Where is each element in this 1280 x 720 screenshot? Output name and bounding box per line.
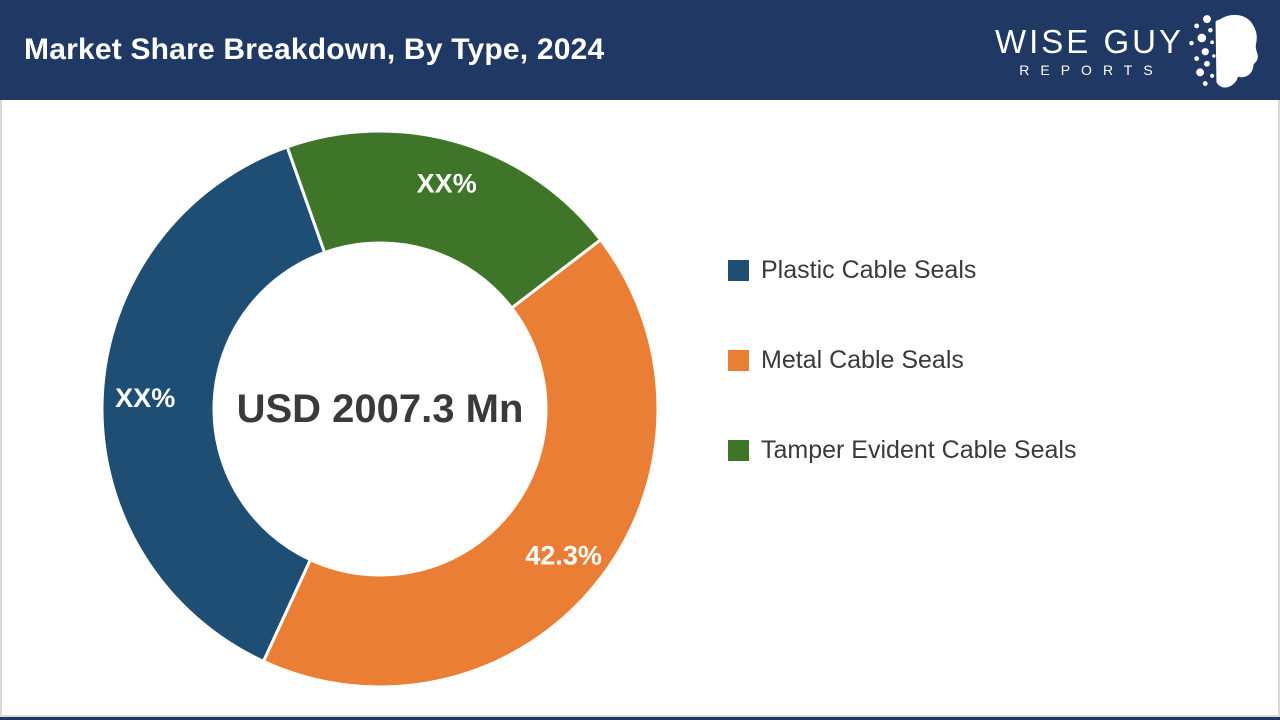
legend: Plastic Cable Seals Metal Cable Seals Tamp… [728, 256, 1076, 526]
slice-label: XX% [115, 383, 175, 413]
donut-chart: XX% 42.3% XX% USD 2007.3 Mn [100, 129, 660, 689]
brand-logo-text: WISE GUY REPORTS [995, 23, 1184, 78]
legend-label: Metal Cable Seals [761, 345, 964, 374]
brand-subtitle: REPORTS [1019, 61, 1164, 78]
legend-label: Plastic Cable Seals [761, 255, 977, 284]
legend-item: Metal Cable Seals [728, 346, 1076, 374]
header: Market Share Breakdown, By Type, 2024 WI… [0, 0, 1280, 100]
footer-bar [0, 717, 1280, 720]
brand-name: WISE GUY [994, 22, 1184, 60]
page-title: Market Share Breakdown, By Type, 2024 [24, 33, 605, 66]
slice-label: XX% [417, 169, 477, 199]
slice-label: 42.3% [525, 541, 602, 571]
legend-swatch [728, 259, 749, 281]
donut-slice-tamper-evident-cable-seals [285, 129, 603, 311]
legend-item: Tamper Evident Cable Seals [728, 436, 1076, 464]
donut-center-label: USD 2007.3 Mn [237, 387, 524, 431]
brand-face-icon [1189, 14, 1258, 88]
legend-label: Tamper Evident Cable Seals [761, 435, 1077, 464]
legend-item: Plastic Cable Seals [728, 256, 1076, 284]
donut-slice-metal-cable-seals [261, 237, 660, 689]
donut-slice-plastic-cable-seals [100, 145, 327, 664]
legend-swatch [728, 349, 749, 371]
legend-swatch [728, 439, 749, 461]
brand-logo: WISE GUY REPORTS [995, 0, 1262, 100]
